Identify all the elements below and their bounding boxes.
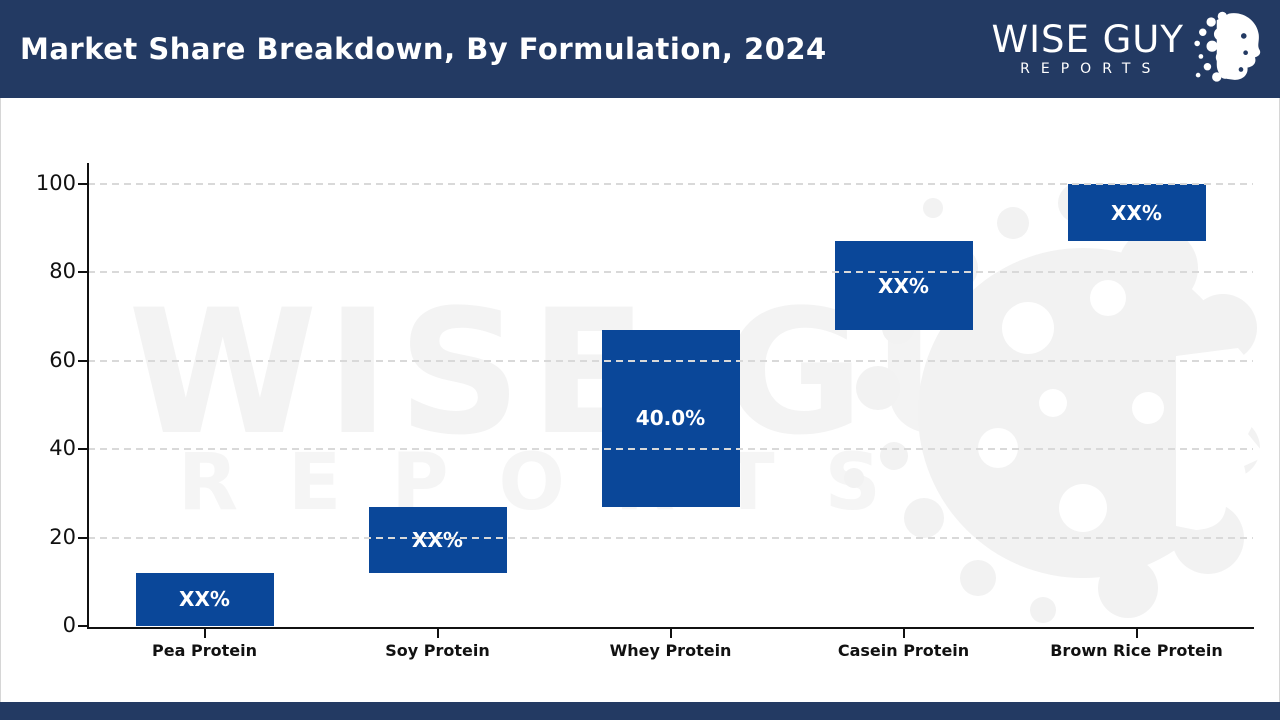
x-axis-label: Brown Rice Protein xyxy=(1050,641,1223,660)
wiseguy-face-icon xyxy=(1194,11,1261,82)
gridline xyxy=(88,448,1253,451)
wiseguy-logo-text: WISE GUY REPORTS xyxy=(991,18,1184,77)
x-axis-label: Pea Protein xyxy=(152,641,257,660)
bar-value-label: XX% xyxy=(179,587,230,612)
gridline xyxy=(88,536,1253,539)
bar-brown-rice-protein: XX% xyxy=(1067,184,1206,242)
y-axis-tick-label: 100 xyxy=(35,171,76,195)
bar-casein-protein: XX% xyxy=(834,241,973,330)
y-axis-tick-label: 80 xyxy=(49,259,76,284)
y-axis-tick-label: 40 xyxy=(49,436,76,461)
y-axis-tick-mark xyxy=(78,536,87,539)
x-axis-label: Casein Protein xyxy=(837,641,970,660)
y-axis-tick-label: 0 xyxy=(62,613,76,637)
watermark-subtitle: REPORTS xyxy=(178,438,931,528)
gridline xyxy=(88,271,1253,274)
logo-wordmark: WISE GUY xyxy=(991,18,1184,62)
y-axis xyxy=(87,163,89,629)
bar-value-label: XX% xyxy=(878,273,929,298)
wiseguy-logo: WISE GUY REPORTS xyxy=(992,8,1266,90)
bar-value-label: XX% xyxy=(412,527,463,552)
y-axis-tick-mark xyxy=(78,271,87,274)
page-title: Market Share Breakdown, By Formulation, … xyxy=(20,32,827,66)
gridline xyxy=(88,359,1253,362)
x-axis-tick-mark xyxy=(436,629,439,638)
x-axis-tick-mark xyxy=(203,629,206,638)
watermark-face-graphic xyxy=(844,183,1266,623)
logo-subtitle: REPORTS xyxy=(1020,60,1162,77)
bar-value-label: XX% xyxy=(1111,200,1162,225)
x-axis xyxy=(87,627,1254,629)
y-axis-tick-mark xyxy=(78,625,87,627)
bar-whey-protein: 40.0% xyxy=(601,329,740,507)
header-bar: Market Share Breakdown, By Formulation, … xyxy=(0,0,1280,98)
footer-bar xyxy=(0,702,1280,720)
y-axis-tick-label: 60 xyxy=(49,347,76,372)
x-axis-label: Soy Protein xyxy=(385,641,490,660)
gridline xyxy=(88,183,1253,185)
x-axis-tick-mark xyxy=(1135,629,1138,638)
y-axis-tick-mark xyxy=(78,359,87,362)
x-axis-label: Whey Protein xyxy=(609,641,732,660)
y-axis-tick-label: 20 xyxy=(49,524,76,549)
bar-pea-protein: XX% xyxy=(135,572,274,626)
y-axis-tick-mark xyxy=(78,448,87,451)
y-axis-tick-mark xyxy=(78,183,87,185)
bar-value-label: 40.0% xyxy=(635,406,706,431)
bar-soy-protein: XX% xyxy=(368,506,507,573)
x-axis-tick-mark xyxy=(669,629,672,638)
x-axis-tick-mark xyxy=(902,629,905,638)
